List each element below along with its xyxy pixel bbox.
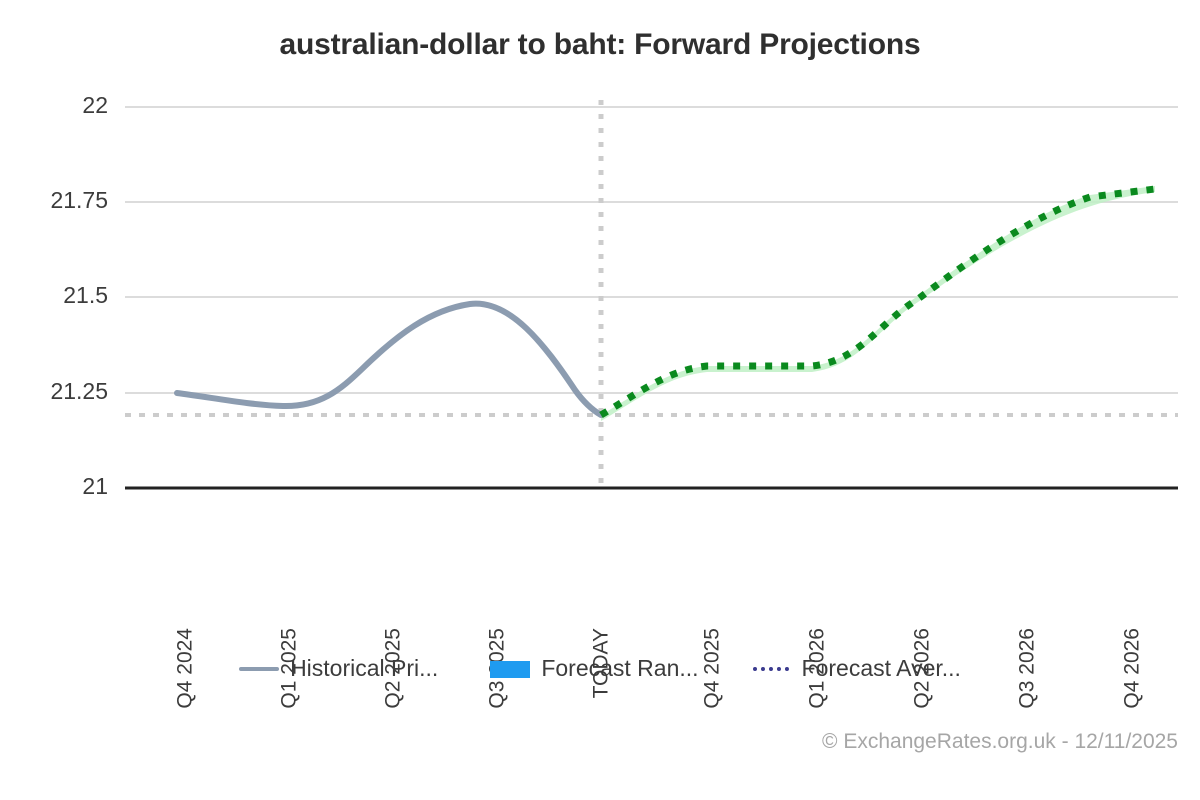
forecast-average-line <box>599 185 1156 419</box>
legend-label: Forecast Aver... <box>801 655 961 681</box>
xtick-label: Q4 2026 <box>1121 628 1144 709</box>
ytick-label: 21.75 <box>50 187 108 213</box>
ytick-label: 21 <box>82 473 108 499</box>
xtick-label: Q2 2025 <box>382 628 405 709</box>
historical-price-line <box>174 300 604 418</box>
legend-label: Historical Pri... <box>290 655 439 681</box>
legend-item-forecast-range[interactable]: Forecast Ran... <box>490 655 699 682</box>
legend-item-forecast-average[interactable]: Forecast Aver... <box>751 655 961 682</box>
chart-legend: Historical Pri... Forecast Ran... Foreca… <box>0 655 1200 682</box>
dotted-swatch-icon <box>751 660 791 678</box>
copyright-credit: © ExchangeRates.org.uk - 12/11/2025 <box>822 730 1178 753</box>
forecast-range-band <box>601 186 1155 421</box>
y-axis-labels: 22 21.75 21.5 21.25 21 <box>50 92 108 499</box>
ytick-label: 21.5 <box>63 282 108 308</box>
ytick-label: 21.25 <box>50 378 108 404</box>
xtick-label: Q3 2026 <box>1016 628 1039 709</box>
ytick-label: 22 <box>82 92 108 118</box>
y-gridlines <box>125 106 1178 490</box>
x-axis-labels: Q4 2024 Q1 2025 Q2 2025 Q3 2025 TODAY Q4… <box>174 628 1144 709</box>
xtick-label: Q4 2024 <box>174 628 197 709</box>
xtick-label: Q1 2026 <box>806 628 829 709</box>
xtick-label: Q2 2026 <box>911 628 934 709</box>
legend-item-historical-price[interactable]: Historical Pri... <box>239 655 438 682</box>
box-swatch-icon <box>490 660 531 678</box>
chart-title: australian-dollar to baht: Forward Proje… <box>279 28 921 61</box>
xtick-label: Q1 2025 <box>278 628 301 709</box>
xtick-label-today: TODAY <box>590 628 613 698</box>
xtick-label: Q4 2025 <box>701 628 724 709</box>
line-swatch-icon <box>239 660 280 678</box>
legend-label: Forecast Ran... <box>541 655 699 681</box>
